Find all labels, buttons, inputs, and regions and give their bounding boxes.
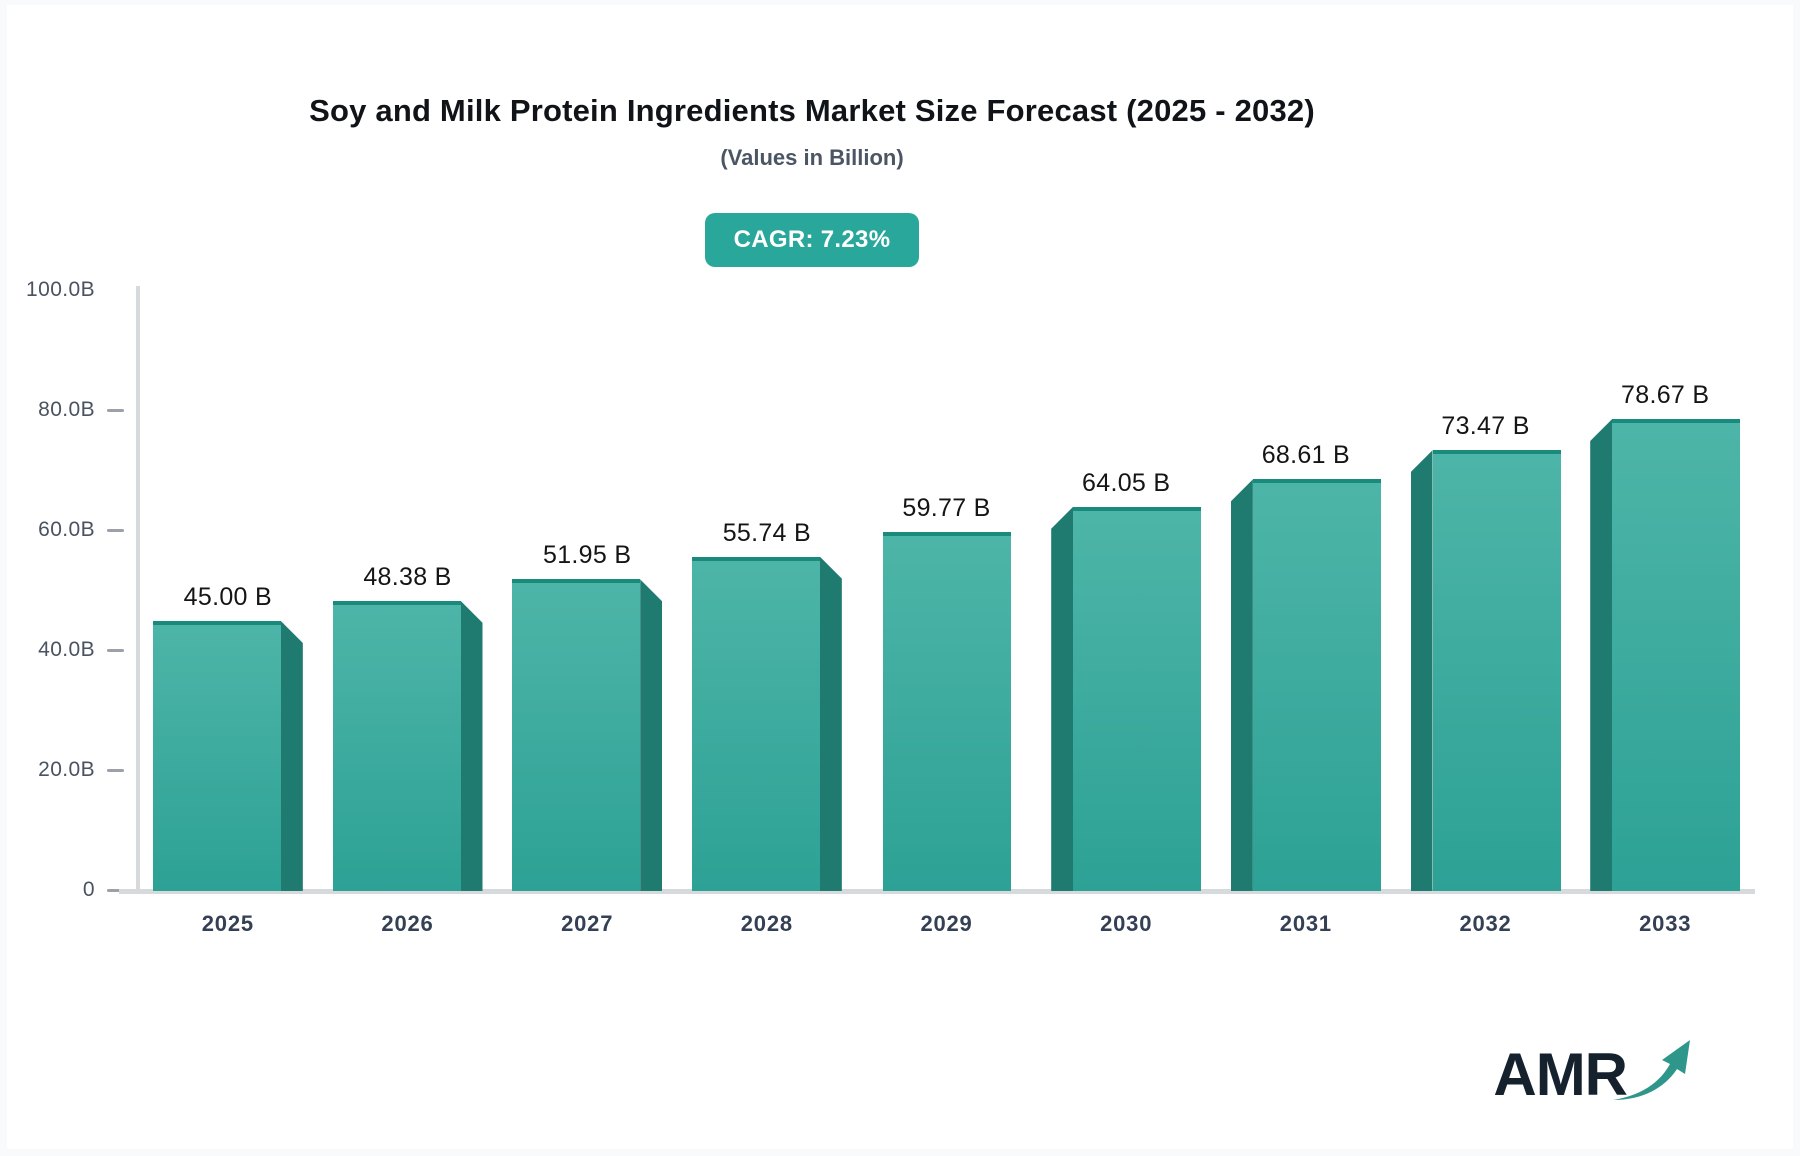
y-axis-tick bbox=[107, 649, 124, 652]
bar-value-label: 78.67 B bbox=[1621, 380, 1710, 409]
y-axis-tick bbox=[107, 529, 124, 532]
bar-slot: 55.74 B bbox=[677, 291, 857, 891]
chart-header: Soy and Milk Protein Ingredients Market … bbox=[7, 93, 1617, 267]
x-axis-label: 2030 bbox=[1100, 911, 1153, 936]
chart-subtitle: (Values in Billion) bbox=[720, 145, 904, 170]
bar-value-label: 48.38 B bbox=[363, 562, 452, 591]
bar: 48.38 B bbox=[332, 563, 483, 891]
x-axis-label: 2033 bbox=[1639, 911, 1692, 936]
bar-value-label: 55.74 B bbox=[722, 518, 811, 547]
y-axis-tick bbox=[107, 769, 124, 772]
bar-value-label: 64.05 B bbox=[1082, 468, 1171, 497]
bar-face bbox=[691, 556, 820, 891]
bar-slot: 59.77 B bbox=[857, 291, 1037, 891]
x-axis-label: 2027 bbox=[561, 911, 614, 936]
bar-slot: 68.61 B bbox=[1216, 291, 1396, 891]
cagr-badge: CAGR: 7.23% bbox=[704, 213, 920, 267]
bar-value-label: 59.77 B bbox=[902, 494, 991, 523]
bar: 68.61 B bbox=[1230, 441, 1381, 891]
y-axis-tick bbox=[107, 409, 124, 412]
bar-side-face bbox=[460, 600, 483, 891]
bar-face bbox=[1612, 418, 1741, 891]
bar-face bbox=[152, 621, 281, 891]
bar-face bbox=[882, 532, 1011, 891]
bar-side-face bbox=[1410, 450, 1433, 891]
bar-face bbox=[1432, 450, 1561, 891]
bar: 51.95 B bbox=[512, 541, 663, 891]
logo-text: AMR bbox=[1493, 1041, 1628, 1108]
y-axis-tick bbox=[107, 889, 124, 892]
y-axis-label: 100.0B bbox=[26, 278, 95, 301]
bar-face bbox=[332, 600, 461, 891]
bar: 73.47 B bbox=[1410, 412, 1561, 891]
x-axis-labels: 2025 2026 2027 2028 2029 2030 2031 2032 2033 bbox=[138, 911, 1755, 937]
amr-logo: AMR bbox=[1493, 1037, 1693, 1105]
x-axis-line bbox=[119, 889, 1755, 894]
bar-slot: 78.67 B bbox=[1575, 291, 1755, 891]
trend-up-arrow-icon bbox=[1613, 1040, 1690, 1100]
x-axis-label: 2029 bbox=[920, 911, 973, 936]
bar-value-label: 51.95 B bbox=[543, 541, 632, 570]
chart-title: Soy and Milk Protein Ingredients Market … bbox=[309, 93, 1315, 128]
y-axis-label: 0 bbox=[82, 878, 95, 901]
bar-slot: 73.47 B bbox=[1396, 291, 1576, 891]
bar-slot: 64.05 B bbox=[1036, 291, 1216, 891]
bar-side-face bbox=[640, 579, 663, 891]
bar-side-face bbox=[1051, 506, 1074, 891]
bar-value-label: 45.00 B bbox=[183, 583, 272, 611]
bar-face bbox=[1252, 479, 1381, 891]
page-canvas: Soy and Milk Protein Ingredients Market … bbox=[7, 5, 1793, 1149]
bar: 55.74 B bbox=[691, 519, 842, 891]
bar: 59.77 B bbox=[882, 494, 1011, 891]
bar-side-face bbox=[819, 556, 842, 891]
x-axis-label: 2025 bbox=[201, 911, 254, 936]
y-axis-label: 40.0B bbox=[38, 638, 95, 661]
x-axis-label: 2032 bbox=[1459, 911, 1512, 936]
bar-value-label: 73.47 B bbox=[1441, 412, 1530, 441]
y-axis-label: 80.0B bbox=[38, 398, 95, 421]
bar-slot: 45.00 B bbox=[138, 291, 318, 891]
bar-side-face bbox=[280, 621, 303, 891]
y-axis-label: 20.0B bbox=[38, 758, 95, 781]
x-axis-label: 2026 bbox=[381, 911, 434, 936]
bar-slot: 51.95 B bbox=[497, 291, 677, 891]
bar: 45.00 B bbox=[152, 583, 303, 891]
bar: 64.05 B bbox=[1051, 469, 1202, 891]
y-axis-line bbox=[136, 286, 140, 891]
bar-face bbox=[1073, 506, 1202, 891]
bar-side-face bbox=[1230, 479, 1253, 891]
bar-slot: 48.38 B bbox=[318, 291, 498, 891]
bar-value-label: 68.61 B bbox=[1261, 441, 1351, 470]
bars-area: 45.00 B 48.38 B 51.95 B 55.74 B 59.77 B 64.05… bbox=[138, 291, 1755, 891]
y-axis-label: 60.0B bbox=[38, 518, 95, 541]
bar: 78.67 B bbox=[1590, 381, 1741, 891]
x-axis-label: 2031 bbox=[1279, 911, 1332, 936]
x-axis-label: 2028 bbox=[740, 911, 793, 936]
bar-face bbox=[512, 579, 641, 891]
bar-side-face bbox=[1590, 418, 1613, 891]
